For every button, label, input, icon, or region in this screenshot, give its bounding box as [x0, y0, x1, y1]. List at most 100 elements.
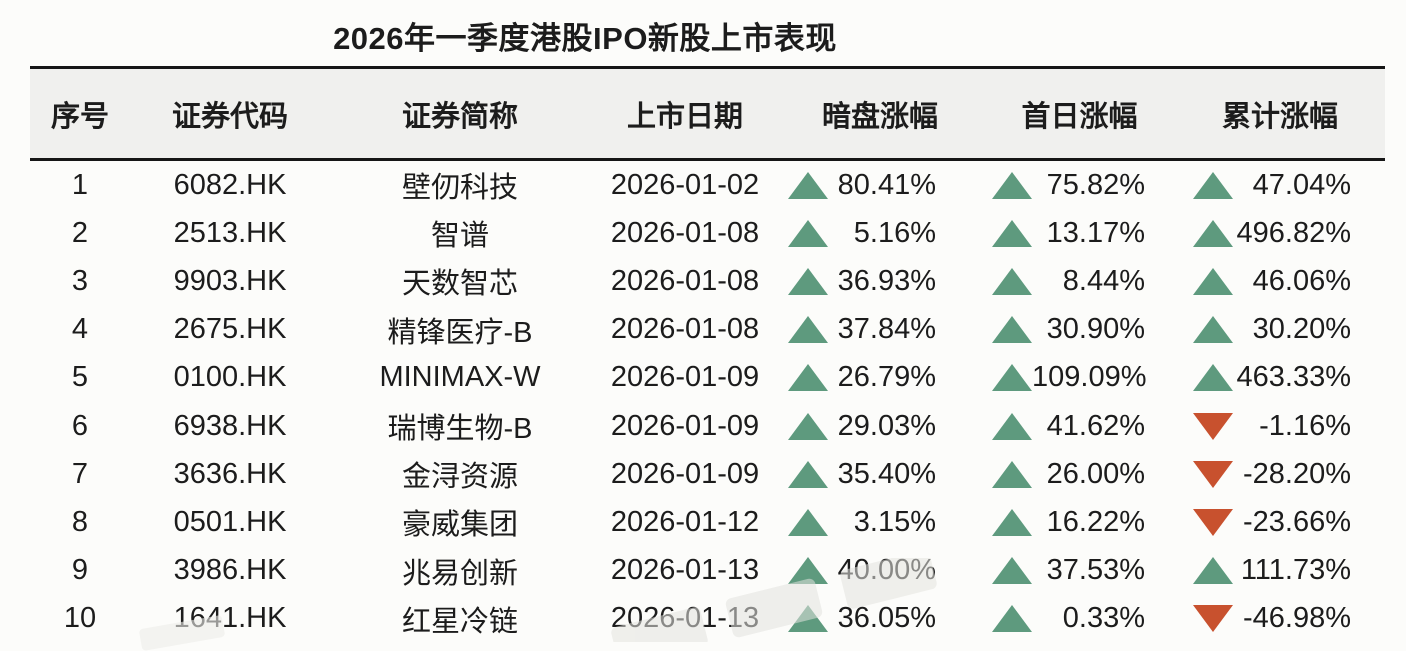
dark-change-cell: 3.15% [780, 506, 960, 539]
cumulative-change-cell: -1.16% [1175, 410, 1385, 443]
first-day-change-value: 109.09% [1032, 361, 1147, 394]
triangle-up-icon [788, 557, 828, 585]
table-row: 5 0100.HK MINIMAX-W 2026-01-09 26.79% 10… [30, 354, 1385, 402]
stock-name: MINIMAX-W [379, 361, 541, 394]
dark-change-cell: 80.41% [780, 169, 960, 202]
listing-date: 2026-01-09 [610, 361, 760, 394]
dark-change-value: 36.05% [837, 602, 936, 635]
header-listing-date: 上市日期 [626, 100, 743, 133]
stock-name: 红星冷链 [401, 605, 518, 638]
first-day-change-value: 16.22% [1046, 505, 1145, 538]
cumulative-change-cell: -23.66% [1175, 506, 1385, 539]
header-first-day-change: 首日涨幅 [1021, 100, 1138, 133]
stock-name: 壁仞科技 [401, 172, 518, 205]
cumulative-change-cell: 46.06% [1175, 265, 1385, 298]
table-row: 4 2675.HK 精锋医疗-B 2026-01-08 37.84% 30.90… [30, 306, 1385, 354]
stock-name: 豪威集团 [401, 509, 518, 542]
stock-name: 智谱 [430, 220, 489, 253]
triangle-up-icon [788, 508, 828, 536]
listing-date: 2026-01-08 [610, 313, 760, 346]
row-index: 1 [71, 168, 89, 201]
stock-code: 1641.HK [173, 602, 287, 635]
dark-change-value: 5.16% [853, 216, 936, 249]
stock-code: 0501.HK [173, 505, 287, 538]
triangle-down-icon [1193, 605, 1233, 633]
stock-code: 3636.HK [173, 457, 287, 490]
row-index: 6 [71, 409, 89, 442]
stock-name: 天数智芯 [401, 268, 518, 301]
triangle-up-icon [788, 219, 828, 247]
table-row: 7 3636.HK 金浔资源 2026-01-09 35.40% 26.00% … [30, 450, 1385, 498]
triangle-down-icon [1193, 460, 1233, 488]
triangle-down-icon [1193, 508, 1233, 536]
listing-date: 2026-01-12 [610, 505, 760, 538]
cumulative-change-cell: 30.20% [1175, 313, 1385, 346]
header-index: 序号 [50, 100, 109, 133]
first-day-change-value: 26.00% [1046, 457, 1145, 490]
row-index: 4 [71, 313, 89, 346]
triangle-up-icon [788, 267, 828, 295]
dark-change-cell: 37.84% [780, 313, 960, 346]
dark-change-cell: 40.00% [780, 554, 960, 587]
triangle-up-icon [1193, 267, 1233, 295]
first-day-change-value: 37.53% [1046, 554, 1145, 587]
first-day-change-cell: 0.33% [960, 602, 1175, 635]
row-index: 3 [71, 264, 89, 297]
first-day-change-cell: 13.17% [960, 217, 1175, 250]
triangle-up-icon [788, 171, 828, 199]
header-bottom-rule [30, 158, 1385, 161]
cumulative-change-value: -1.16% [1259, 409, 1351, 442]
triangle-up-icon [992, 267, 1032, 295]
triangle-up-icon [992, 508, 1032, 536]
row-index: 8 [71, 505, 89, 538]
table-row: 9 3986.HK 兆易创新 2026-01-13 40.00% 37.53% … [30, 547, 1385, 595]
first-day-change-value: 41.62% [1046, 409, 1145, 442]
triangle-up-icon [992, 460, 1032, 488]
dark-change-value: 80.41% [837, 168, 936, 201]
dark-change-cell: 29.03% [780, 410, 960, 443]
table-row: 2 2513.HK 智谱 2026-01-08 5.16% 13.17% 496… [30, 209, 1385, 257]
cumulative-change-value: -23.66% [1242, 505, 1351, 538]
ipo-performance-table: 序号 证券代码 证券简称 上市日期 暗盘涨幅 首日涨幅 累计涨幅 1 6082.… [30, 66, 1385, 643]
triangle-up-icon [992, 412, 1032, 440]
row-index: 10 [63, 602, 97, 635]
cumulative-change-cell: 463.33% [1175, 361, 1385, 394]
triangle-up-icon [788, 605, 828, 633]
cumulative-change-value: -46.98% [1242, 602, 1351, 635]
cumulative-change-value: 463.33% [1236, 361, 1352, 394]
stock-code: 6938.HK [173, 409, 287, 442]
first-day-change-value: 75.82% [1046, 168, 1145, 201]
table-body: 1 6082.HK 壁仞科技 2026-01-02 80.41% 75.82% … [30, 161, 1385, 643]
triangle-up-icon [788, 412, 828, 440]
header-cumulative-change: 累计涨幅 [1221, 100, 1338, 133]
triangle-up-icon [1193, 219, 1233, 247]
triangle-up-icon [1193, 171, 1233, 199]
stock-code: 6082.HK [173, 168, 287, 201]
triangle-up-icon [1193, 316, 1233, 344]
listing-date: 2026-01-02 [610, 168, 760, 201]
triangle-up-icon [1193, 557, 1233, 585]
table-row: 10 1641.HK 红星冷链 2026-01-13 36.05% 0.33% … [30, 595, 1385, 643]
header-dark-change: 暗盘涨幅 [821, 100, 938, 133]
triangle-up-icon [992, 364, 1032, 392]
row-index: 5 [71, 361, 89, 394]
first-day-change-value: 8.44% [1062, 264, 1145, 297]
first-day-change-value: 0.33% [1062, 602, 1145, 635]
listing-date: 2026-01-09 [610, 409, 760, 442]
cumulative-change-cell: -28.20% [1175, 458, 1385, 491]
first-day-change-cell: 30.90% [960, 313, 1175, 346]
stock-code: 0100.HK [173, 361, 287, 394]
row-index: 2 [71, 216, 89, 249]
stock-code: 3986.HK [173, 554, 287, 587]
stock-name: 瑞博生物-B [387, 413, 533, 446]
cumulative-change-cell: -46.98% [1175, 602, 1385, 635]
stock-name: 金浔资源 [401, 461, 518, 494]
dark-change-cell: 36.93% [780, 265, 960, 298]
first-day-change-cell: 16.22% [960, 506, 1175, 539]
triangle-up-icon [788, 364, 828, 392]
cumulative-change-cell: 496.82% [1175, 217, 1385, 250]
table-row: 3 9903.HK 天数智芯 2026-01-08 36.93% 8.44% 4… [30, 257, 1385, 305]
cumulative-change-cell: 47.04% [1175, 169, 1385, 202]
row-index: 9 [71, 554, 89, 587]
stock-code: 9903.HK [173, 264, 287, 297]
